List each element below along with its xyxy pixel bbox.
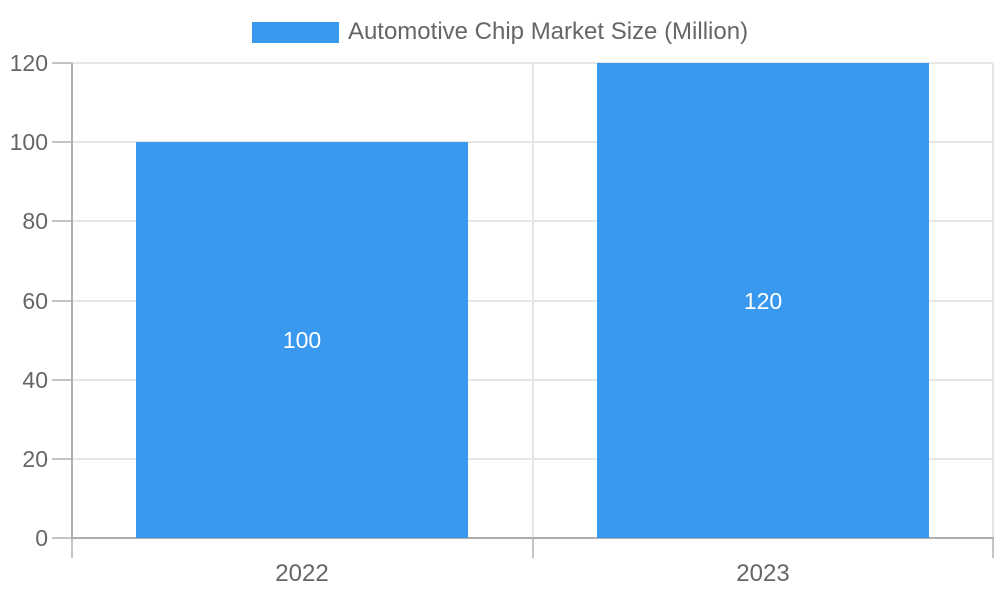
y-axis-tick (52, 457, 72, 460)
y-axis-tick (52, 62, 72, 64)
y-axis-tick (52, 141, 72, 144)
y-axis-label: 0 (35, 525, 48, 551)
x-axis-label: 2023 (736, 560, 790, 587)
bar-value-label: 100 (282, 327, 322, 353)
y-axis-tick (52, 378, 72, 381)
y-axis-label: 60 (22, 287, 48, 314)
x-gridline (992, 63, 994, 538)
x-gridline (531, 63, 534, 538)
x-axis-tick (531, 538, 534, 558)
bar (136, 142, 468, 538)
y-axis-label: 100 (9, 129, 48, 156)
y-axis-tick (52, 299, 72, 302)
y-axis-line (71, 63, 73, 538)
y-axis-label: 20 (22, 445, 48, 472)
x-axis-line (71, 537, 994, 539)
x-axis-tick (71, 538, 73, 558)
y-axis-tick (52, 537, 72, 539)
legend[interactable]: Automotive Chip Market Size (Million) (0, 18, 1000, 46)
bar (597, 63, 929, 538)
bar-value-label: 120 (743, 288, 783, 314)
x-axis-tick (992, 538, 994, 558)
y-axis-label: 80 (22, 208, 48, 235)
x-axis-label: 2022 (275, 560, 329, 587)
legend-swatch (251, 21, 339, 43)
y-axis-label: 120 (9, 50, 48, 76)
y-axis-tick (52, 220, 72, 223)
y-axis-label: 40 (22, 366, 48, 393)
legend-label: Automotive Chip Market Size (Million) (347, 18, 749, 45)
